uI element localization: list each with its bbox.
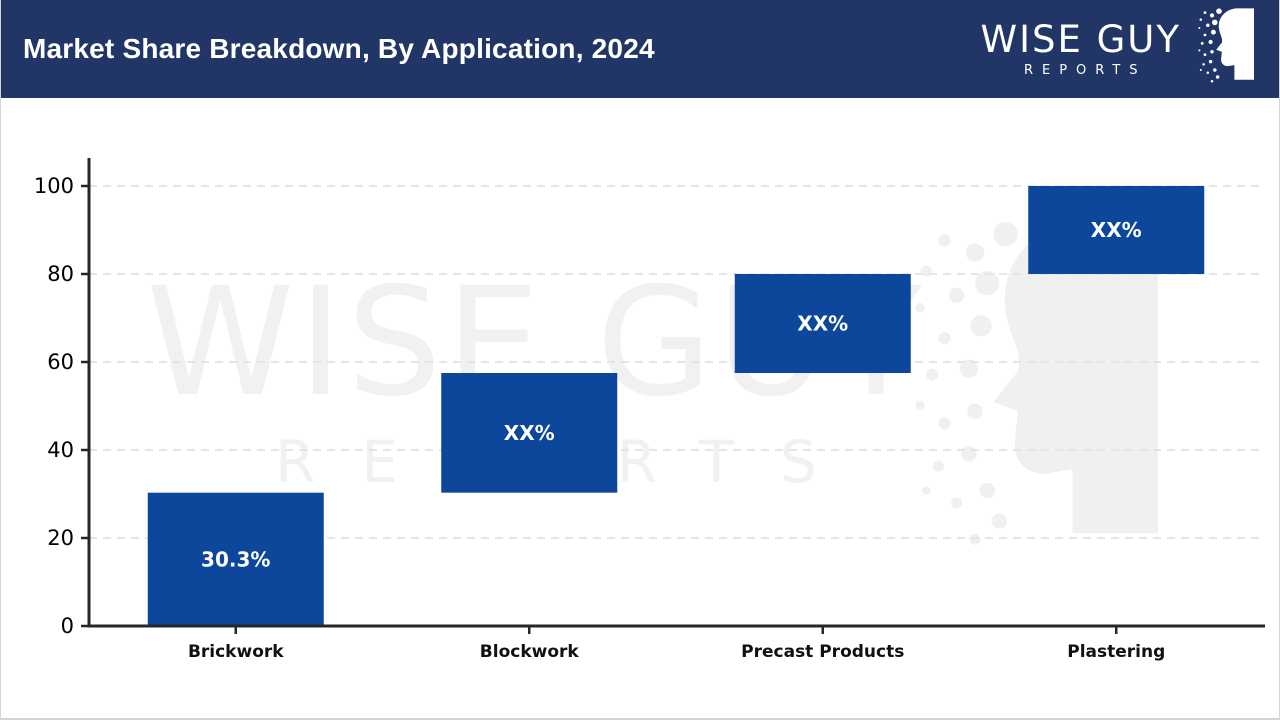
y-tick-label-0: 0 [61, 614, 74, 638]
y-tick-label-60: 60 [47, 350, 74, 374]
x-category-label-blockwork: Blockwork [480, 642, 580, 662]
wiseguy-logo: WISE GUY REPORTS [981, 7, 1255, 91]
x-category-label-plastering: Plastering [1067, 642, 1165, 662]
y-tick-label-80: 80 [47, 262, 74, 286]
bar-plastering [1028, 186, 1205, 274]
bar-brickwork [147, 492, 324, 626]
logo-wordmark: WISE GUY [980, 17, 1181, 61]
logo-subtext: REPORTS [1023, 62, 1147, 78]
chart-title: Market Share Breakdown, By Application, … [23, 33, 655, 64]
bar-precast-products [734, 274, 911, 373]
bar-blockwork [441, 373, 618, 493]
x-category-label-brickwork: Brickwork [188, 642, 284, 662]
x-category-label-precast-products: Precast Products [741, 642, 904, 662]
y-tick-label-40: 40 [47, 438, 74, 462]
y-tick-label-100: 100 [34, 174, 74, 198]
bar-value-label-precast-products: XX% [797, 312, 848, 336]
bar-value-label-brickwork: 30.3% [201, 547, 270, 571]
bar-value-label-blockwork: XX% [504, 421, 555, 445]
chart-area: WISE GUY REPORTS 02040608010030.3%Brickw… [1, 98, 1279, 718]
watermark-head-profile-icon [915, 222, 1158, 545]
logo-text-block: WISE GUY REPORTS [981, 21, 1181, 78]
header-banner: Market Share Breakdown, By Application, … [1, 0, 1279, 98]
logo-head-profile-icon [1198, 8, 1254, 83]
y-tick-label-20: 20 [47, 526, 74, 550]
bar-value-label-plastering: XX% [1091, 218, 1142, 242]
